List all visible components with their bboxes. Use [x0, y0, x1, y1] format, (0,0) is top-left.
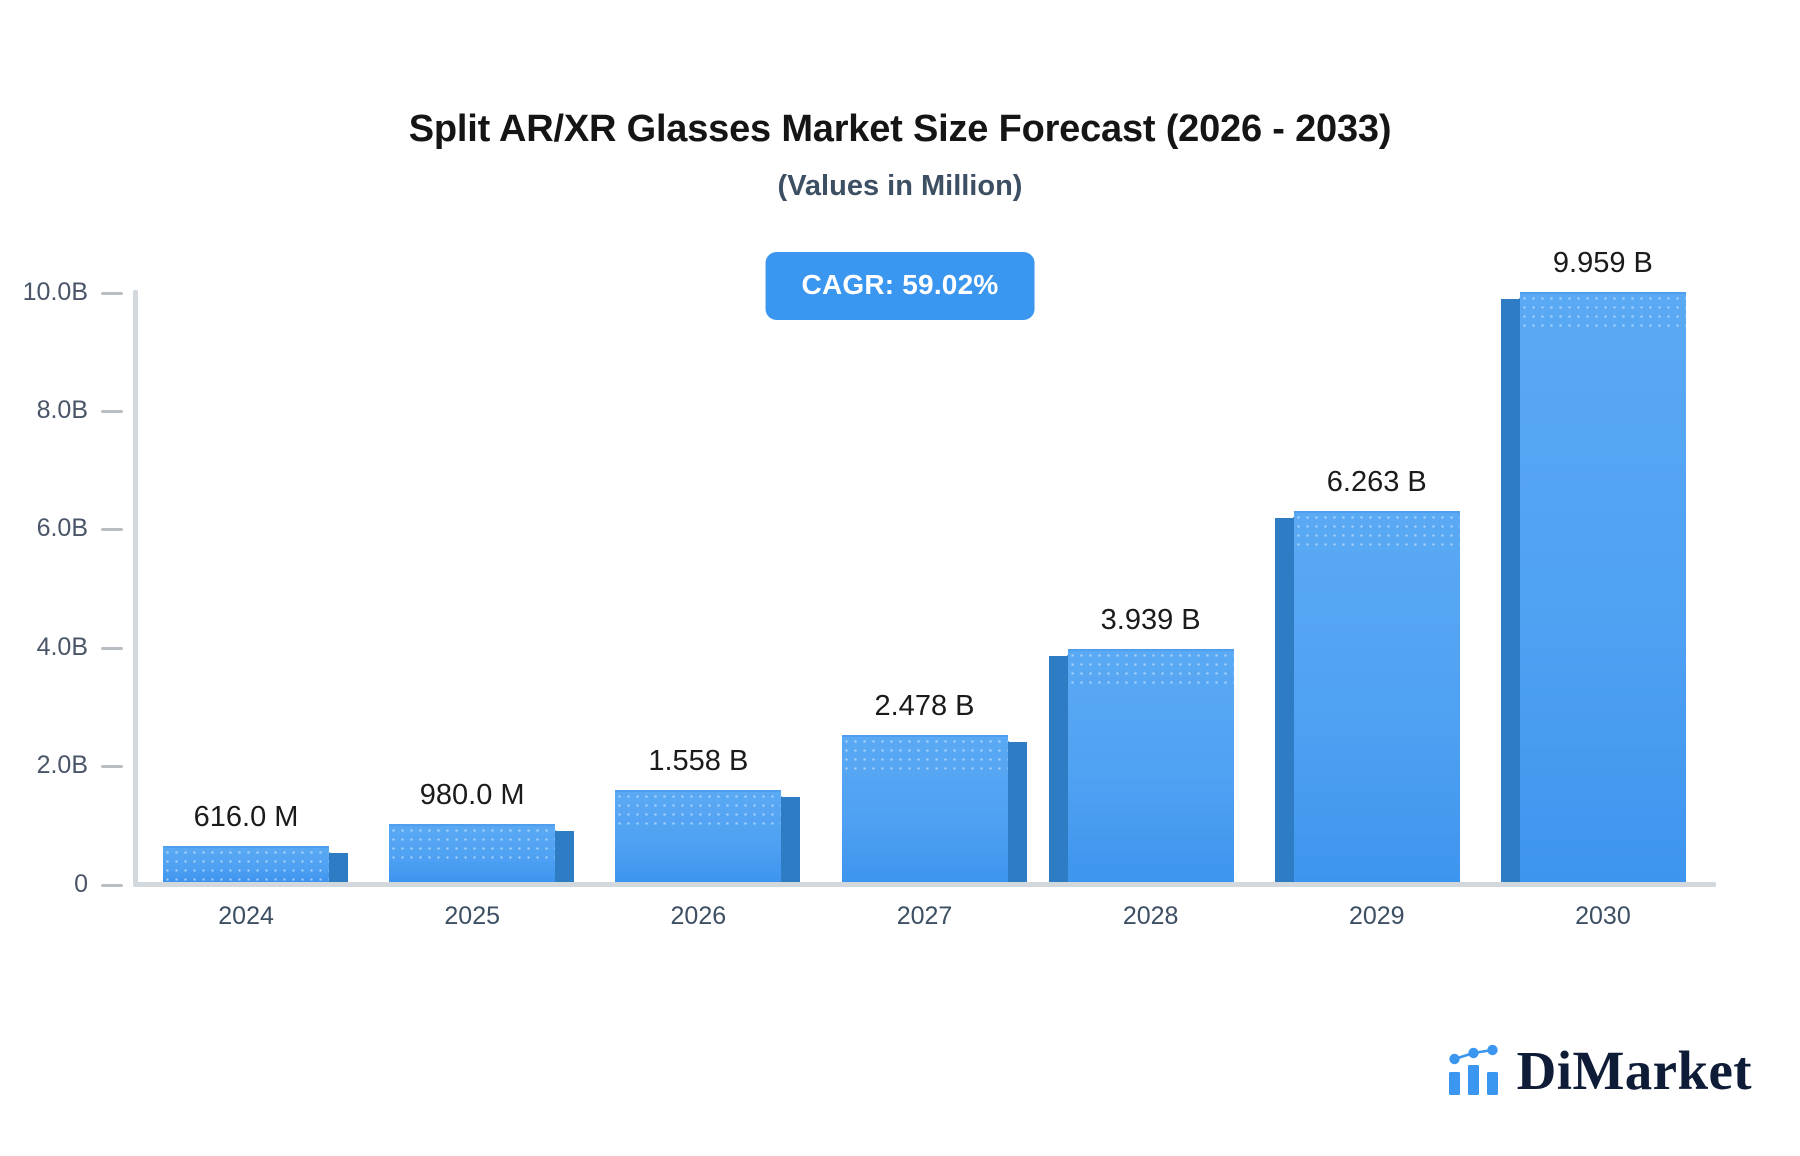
- x-axis-label: 2024: [218, 902, 274, 930]
- bar-group[interactable]: 980.0 M: [389, 290, 575, 882]
- page-title: Split AR/XR Glasses Market Size Forecast…: [408, 108, 1392, 150]
- bar-side-face: [329, 851, 349, 882]
- y-axis-tick-mark: [101, 883, 123, 887]
- y-axis-tick-label: 6.0B: [36, 514, 88, 543]
- bar[interactable]: [163, 845, 330, 887]
- bar[interactable]: [841, 735, 1008, 882]
- bar-group[interactable]: 6.263 B: [1274, 290, 1460, 882]
- dimarket-logo: DiMarket: [1447, 1043, 1752, 1098]
- bar[interactable]: [1067, 648, 1234, 882]
- bar-group[interactable]: 1.558 B: [615, 290, 801, 882]
- bar-value-label: 980.0 M: [419, 778, 525, 811]
- bar-side-face: [781, 795, 801, 882]
- bar-side-face: [1007, 741, 1027, 882]
- bar[interactable]: [1519, 292, 1686, 882]
- y-axis-tick-label: 4.0B: [36, 632, 88, 661]
- x-axis-label: 2029: [1348, 902, 1405, 930]
- bar-group[interactable]: 9.959 B: [1500, 247, 1686, 882]
- bar-value-label: 1.558 B: [648, 744, 749, 777]
- x-axis-line: [133, 882, 1716, 887]
- x-axis-label: 2030: [1575, 902, 1631, 930]
- y-axis-tick-label: 2.0B: [36, 751, 88, 780]
- y-axis-tick-label: 8.0B: [36, 395, 88, 424]
- y-axis-tick-mark: [101, 528, 123, 532]
- plot-area: 10.0B 8.0B 6.0B 4.0B 2.0B 0 616.0 M 980.0 M 1.5…: [23, 247, 1716, 930]
- y-axis-line: [133, 290, 138, 887]
- bar-side-face: [1274, 517, 1294, 882]
- y-axis-tick-mark: [101, 646, 123, 650]
- y-axis-tick-mark: [101, 409, 123, 413]
- x-axis-label: 2026: [670, 902, 727, 930]
- bar-chart-icon: [1448, 1044, 1498, 1095]
- bar[interactable]: [1293, 511, 1460, 882]
- bar-value-label: 9.959 B: [1552, 247, 1653, 280]
- cagr-badge: CAGR: 59.02%: [765, 252, 1035, 320]
- x-axis-label: 2028: [1122, 902, 1179, 930]
- x-axis-label: 2025: [444, 902, 501, 930]
- bar-side-face: [1500, 298, 1520, 882]
- y-axis-tick-mark: [101, 291, 123, 295]
- bar-value-label: 6.263 B: [1326, 466, 1427, 499]
- y-axis-tick-label: 10.0B: [22, 277, 88, 306]
- chart-subtitle: (Values in Million): [777, 170, 1023, 202]
- logo-text: DiMarket: [1516, 1040, 1752, 1101]
- bar-series: 616.0 M 980.0 M 1.558 B 2.478 B 3.939 B 6.263…: [133, 247, 1716, 887]
- y-axis-tick-label: 0: [74, 869, 88, 898]
- bar-group[interactable]: 2.478 B: [841, 290, 1027, 882]
- bar-value-label: 2.478 B: [874, 690, 975, 723]
- bar-group[interactable]: 3.939 B: [1048, 290, 1234, 882]
- bar-side-face: [1048, 654, 1068, 882]
- bar-value-label: 616.0 M: [193, 800, 299, 833]
- bar-group[interactable]: 616.0 M: [163, 290, 349, 887]
- bar-value-label: 3.939 B: [1100, 603, 1201, 636]
- y-axis-tick-mark: [101, 765, 123, 769]
- x-axis-label: 2027: [896, 902, 953, 930]
- bar-side-face: [555, 829, 575, 882]
- bar[interactable]: [615, 789, 782, 882]
- bar[interactable]: [389, 823, 556, 882]
